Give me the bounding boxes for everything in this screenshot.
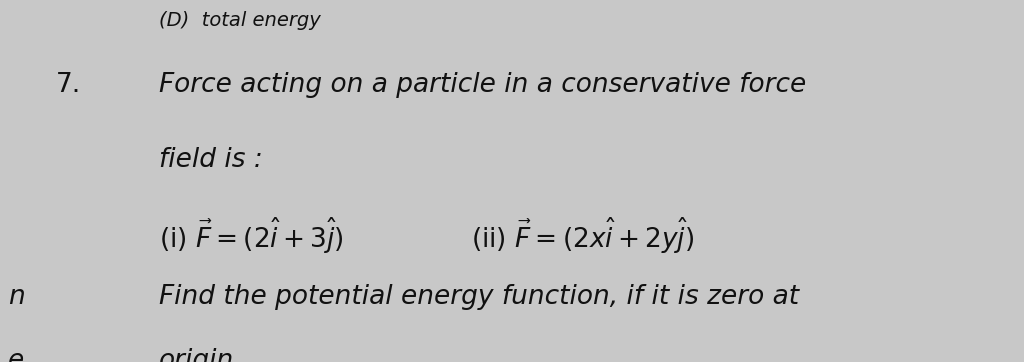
Text: e: e [8, 348, 25, 362]
Text: field is :: field is : [159, 147, 262, 173]
Text: Force acting on a particle in a conservative force: Force acting on a particle in a conserva… [159, 72, 806, 98]
Text: (i) $\vec{F} = (2\hat{i} + 3\hat{j})$: (i) $\vec{F} = (2\hat{i} + 3\hat{j})$ [159, 215, 343, 256]
Text: (ii) $\vec{F} = (2x\hat{i} + 2y\hat{j})$: (ii) $\vec{F} = (2x\hat{i} + 2y\hat{j})$ [471, 215, 694, 256]
Text: origin.: origin. [159, 348, 243, 362]
Text: 7.: 7. [56, 72, 82, 98]
Text: Find the potential energy function, if it is zero at: Find the potential energy function, if i… [159, 284, 799, 310]
Text: n: n [8, 284, 25, 310]
Text: (D)  total energy: (D) total energy [159, 11, 321, 30]
